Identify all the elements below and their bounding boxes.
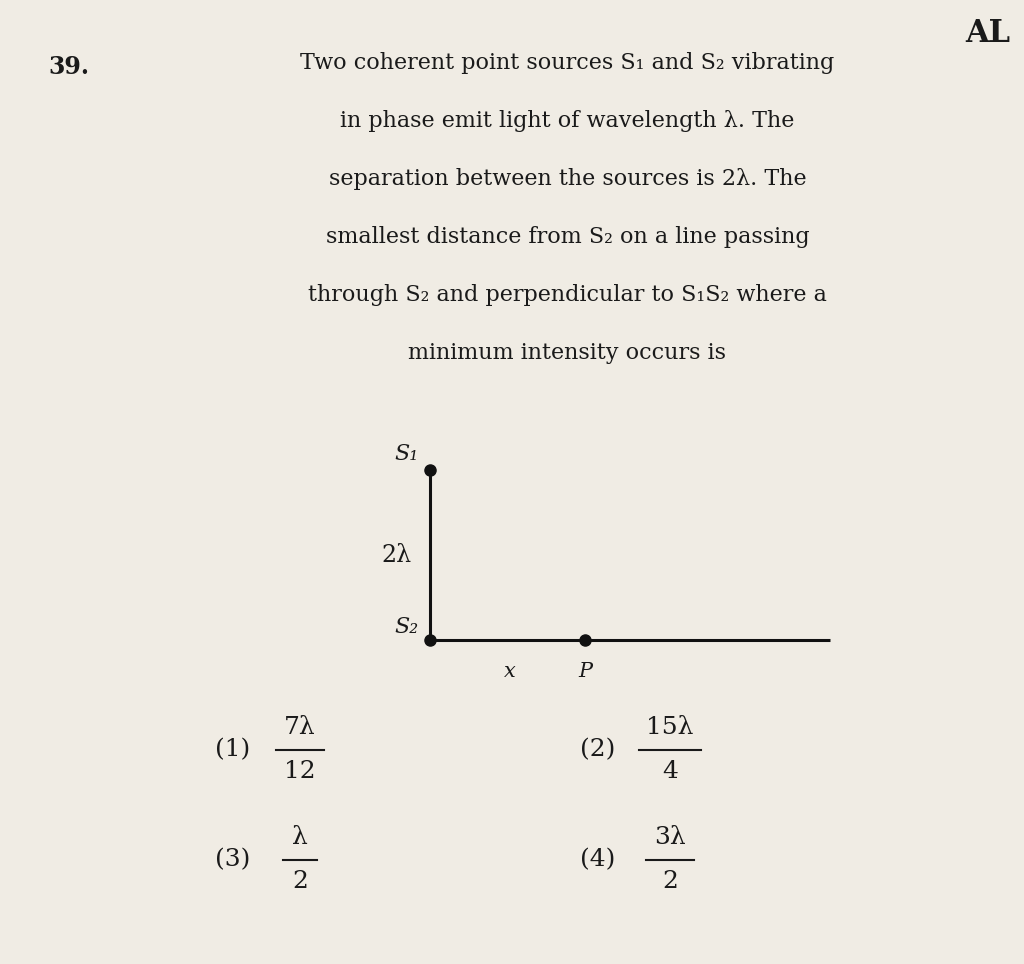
Text: λ: λ — [292, 826, 308, 849]
Text: 39.: 39. — [48, 55, 89, 79]
Text: 2: 2 — [663, 870, 678, 894]
Text: (1): (1) — [215, 738, 250, 762]
Text: separation between the sources is 2λ. The: separation between the sources is 2λ. Th… — [329, 168, 806, 190]
Text: (3): (3) — [215, 848, 251, 871]
Text: minimum intensity occurs is: minimum intensity occurs is — [409, 342, 726, 364]
Text: S₁: S₁ — [394, 443, 418, 465]
Text: (4): (4) — [580, 848, 615, 871]
Text: AL: AL — [965, 18, 1010, 49]
Text: x: x — [504, 662, 516, 681]
Text: 2λ: 2λ — [382, 544, 412, 567]
Text: 2: 2 — [292, 870, 308, 894]
Text: through S₂ and perpendicular to S₁S₂ where a: through S₂ and perpendicular to S₁S₂ whe… — [308, 284, 827, 306]
Text: S₂: S₂ — [394, 616, 418, 638]
Text: Two coherent point sources S₁ and S₂ vibrating: Two coherent point sources S₁ and S₂ vib… — [300, 52, 835, 74]
Text: 7λ: 7λ — [284, 716, 315, 739]
Text: 3λ: 3λ — [654, 826, 686, 849]
Text: P: P — [578, 662, 592, 681]
Text: smallest distance from S₂ on a line passing: smallest distance from S₂ on a line pass… — [326, 226, 809, 248]
Text: 15λ: 15λ — [646, 716, 693, 739]
Text: (2): (2) — [580, 738, 615, 762]
Text: in phase emit light of wavelength λ. The: in phase emit light of wavelength λ. The — [340, 110, 795, 132]
Text: 12: 12 — [285, 761, 315, 784]
Text: 4: 4 — [663, 761, 678, 784]
